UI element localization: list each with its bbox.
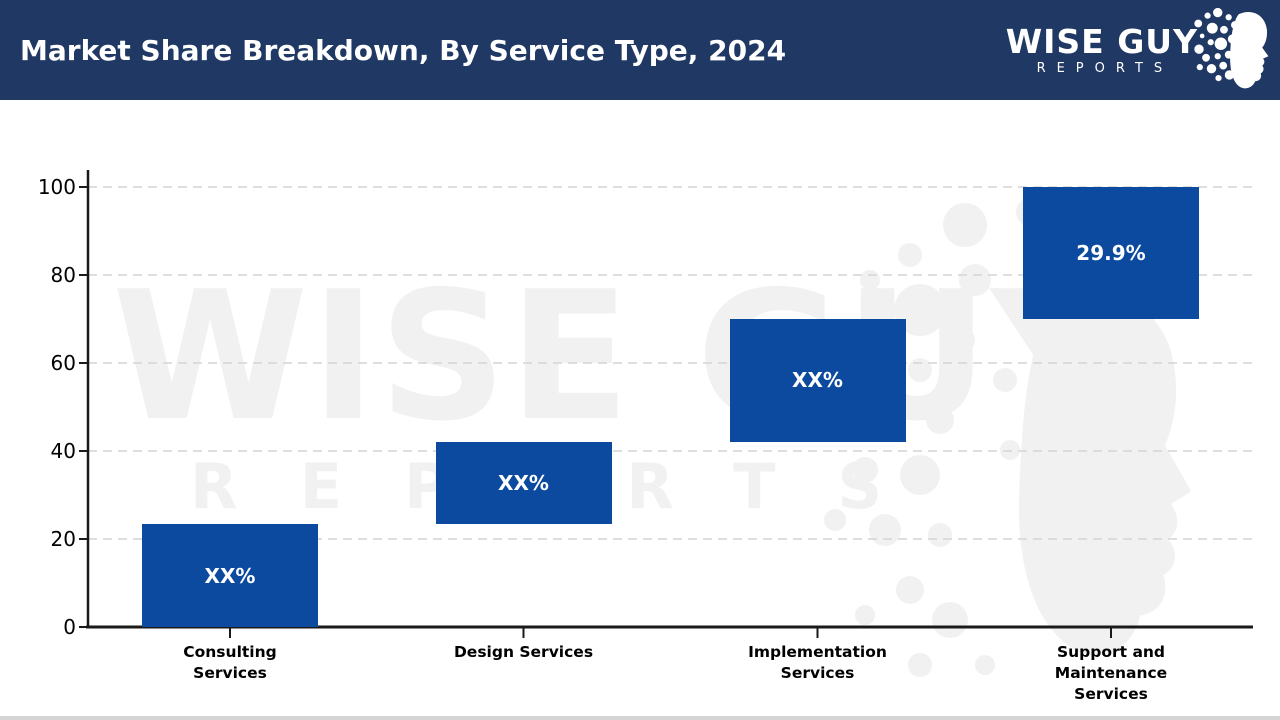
y-tick-label: 60 bbox=[50, 351, 76, 375]
bar bbox=[435, 441, 612, 525]
x-axis-label-line: Design Services bbox=[453, 643, 594, 661]
face-dots-icon bbox=[1194, 7, 1269, 89]
bar-value-label: XX% bbox=[204, 563, 256, 588]
x-axis-label-line: Implementation bbox=[748, 643, 887, 661]
brand-name: WISE GUY bbox=[1005, 21, 1198, 61]
y-tick-label: 0 bbox=[63, 615, 76, 639]
brand-logo-text: WISE GUY REPORTS bbox=[1006, 25, 1198, 76]
bar bbox=[1023, 187, 1199, 319]
brand-subtitle: REPORTS bbox=[1036, 60, 1174, 76]
page-title: Market Share Breakdown, By Service Type,… bbox=[20, 33, 787, 67]
x-axis-label-line: Maintenance bbox=[1054, 664, 1168, 682]
x-axis-label-line: Consulting bbox=[183, 643, 277, 661]
header-bar: Market Share Breakdown, By Service Type,… bbox=[0, 0, 1280, 100]
y-tick-label: 80 bbox=[50, 263, 76, 287]
y-tick-label: 40 bbox=[50, 439, 76, 463]
y-tick-label: 20 bbox=[50, 527, 76, 551]
bar bbox=[729, 318, 906, 442]
x-axis-label: Support and Maintenance Services bbox=[971, 642, 1251, 705]
brand-logo: WISE GUY REPORTS bbox=[1006, 4, 1280, 96]
x-axis-label: Implementation Services bbox=[678, 642, 958, 684]
x-axis-label-line: Services bbox=[193, 664, 267, 682]
plot-axes bbox=[79, 170, 1253, 638]
chart-canvas: WISE GUY REPORTS 020406080100XX%XX%XX%29… bbox=[0, 100, 1280, 716]
x-axis-label: Consulting Services bbox=[90, 642, 370, 684]
x-axis-label-line: Support and bbox=[1056, 643, 1166, 661]
bottom-border bbox=[0, 716, 1280, 720]
bar-value-label: 29.9% bbox=[1076, 240, 1146, 265]
y-tick-label: 100 bbox=[37, 175, 76, 199]
bar-value-label: XX% bbox=[498, 470, 549, 495]
bar-value-label: XX% bbox=[792, 368, 843, 393]
x-axis-label: Design Services bbox=[384, 642, 664, 663]
x-axis-label-line: Services bbox=[1074, 685, 1148, 703]
x-axis-label-line: Services bbox=[780, 664, 855, 682]
bar bbox=[142, 524, 318, 627]
